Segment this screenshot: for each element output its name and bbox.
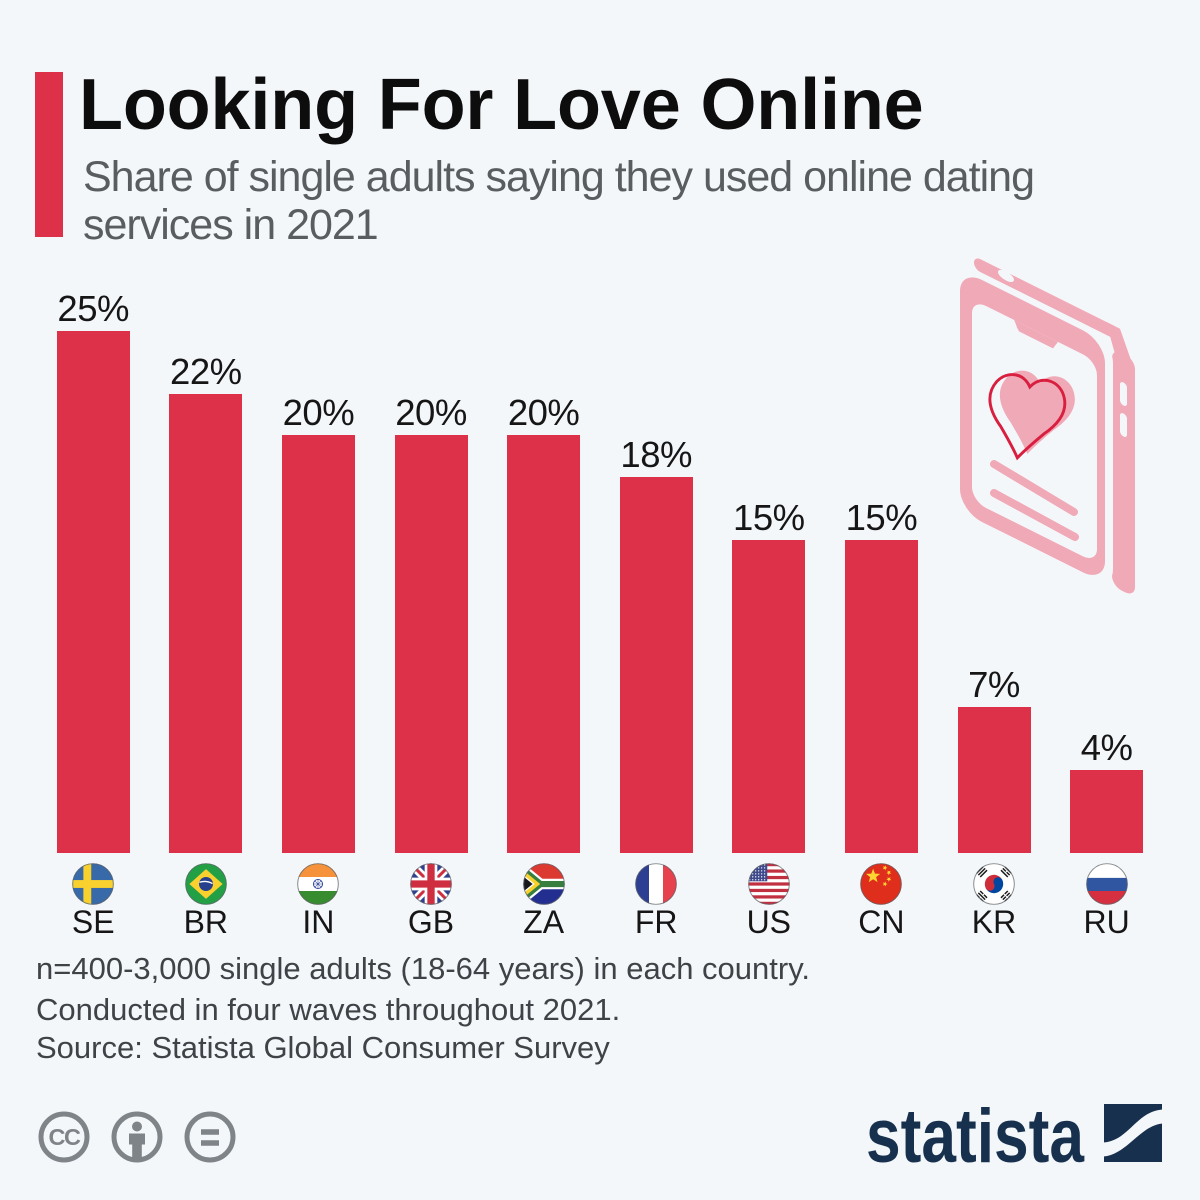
svg-text:statista: statista <box>866 1104 1085 1176</box>
svg-text:CC: CC <box>49 1124 81 1150</box>
